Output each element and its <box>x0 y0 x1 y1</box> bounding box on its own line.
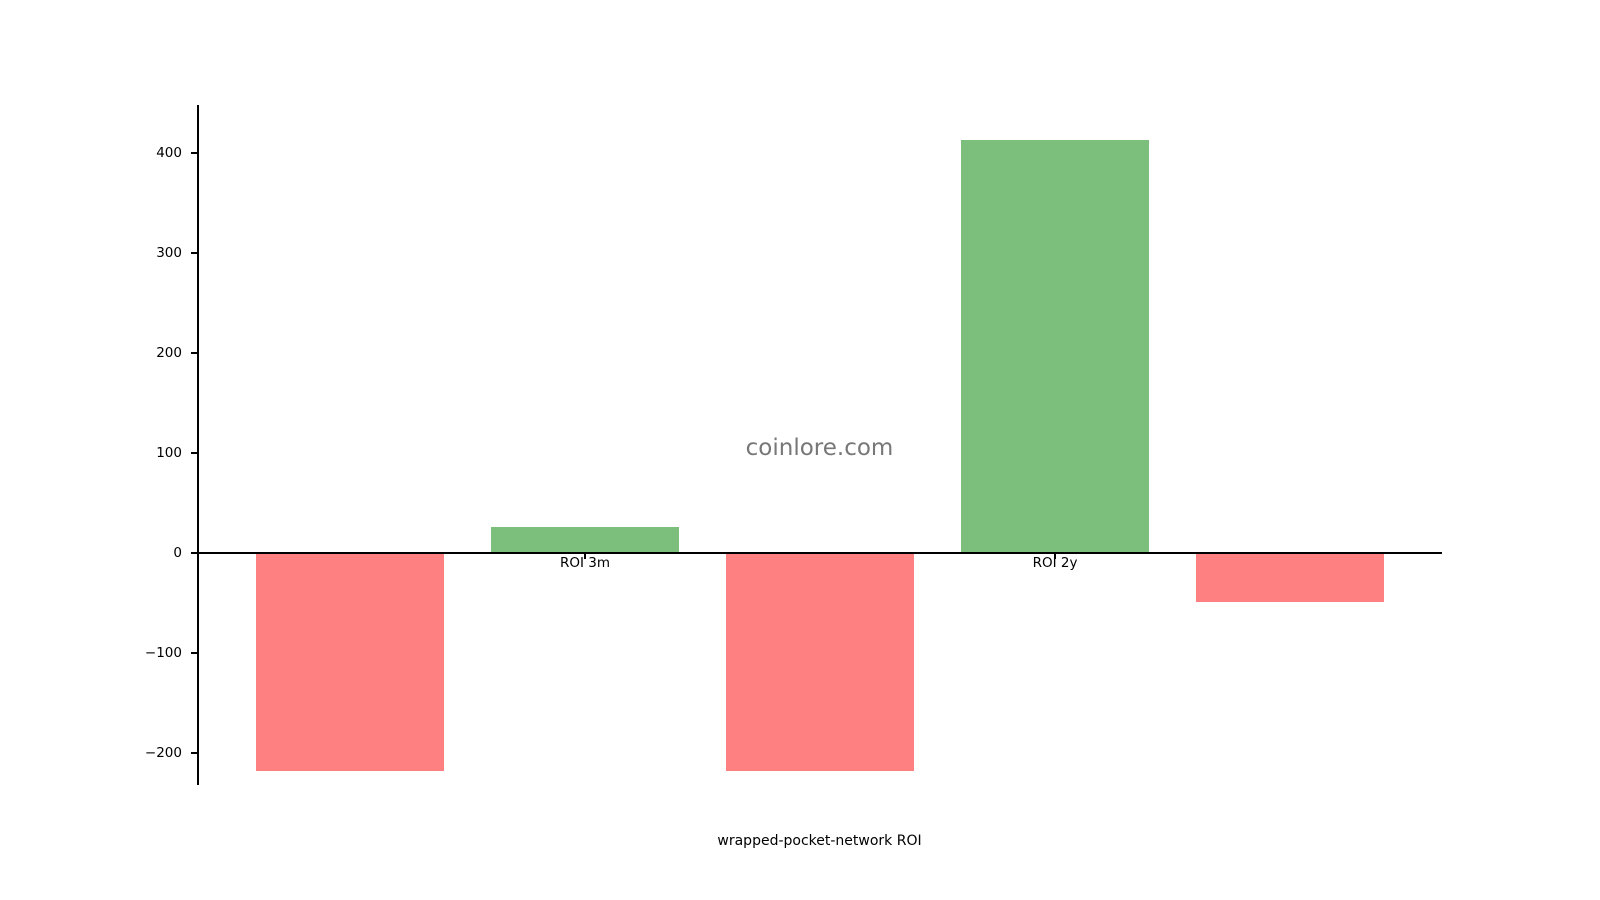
bar-roi-3m <box>491 527 679 553</box>
x-tick-mark <box>1054 553 1056 559</box>
bar-series-4 <box>1196 553 1384 602</box>
zero-axis-line <box>197 552 1442 554</box>
y-tick-mark <box>191 752 197 754</box>
y-tick-label: 300 <box>156 245 182 261</box>
y-tick-label: −100 <box>144 645 182 661</box>
x-tick-label-roi-3m: ROI 3m <box>559 555 611 571</box>
y-tick-label: 200 <box>156 345 182 361</box>
bar-series-2 <box>726 553 914 771</box>
y-tick-mark <box>191 452 197 454</box>
y-tick-mark <box>191 152 197 154</box>
y-tick-label: 100 <box>156 445 182 461</box>
bar-series-0 <box>256 553 444 771</box>
watermark: coinlore.com <box>745 435 894 461</box>
x-tick-mark <box>584 553 586 559</box>
y-tick-mark <box>191 252 197 254</box>
y-tick-label: 0 <box>173 545 182 561</box>
y-tick-label: 400 <box>156 145 182 161</box>
y-tick-mark <box>191 652 197 654</box>
x-tick-label-roi-2y: ROI 2y <box>1032 555 1078 571</box>
y-tick-mark <box>191 352 197 354</box>
y-tick-mark <box>191 552 197 554</box>
chart-title: wrapped-pocket-network ROI <box>717 833 922 849</box>
y-tick-label: −200 <box>144 745 182 761</box>
y-axis-spine <box>197 105 199 785</box>
bar-roi-2y <box>961 140 1149 553</box>
